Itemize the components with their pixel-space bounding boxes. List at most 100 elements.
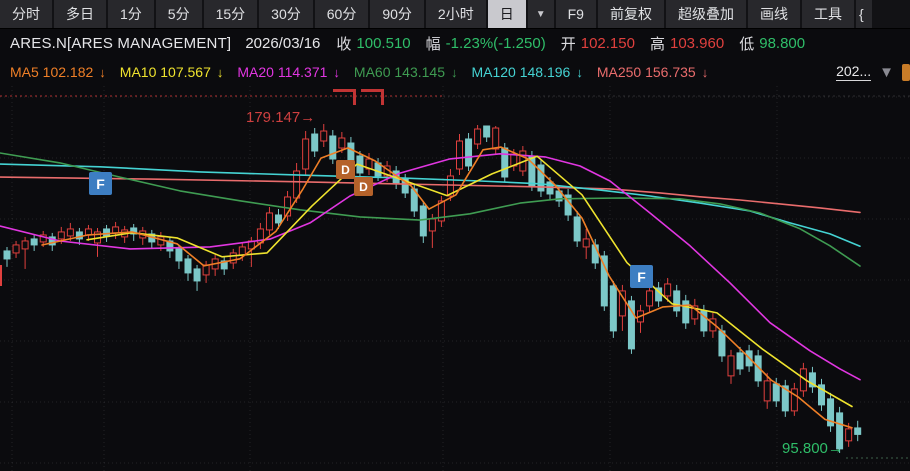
toolbar-item-13[interactable]: 超级叠加: [665, 0, 746, 28]
candle-body: [302, 138, 310, 170]
toolbar-item-6[interactable]: 60分: [314, 0, 369, 28]
candle-body: [818, 384, 825, 406]
candle-body: [428, 218, 436, 232]
candle-body: [483, 125, 491, 138]
quote-field-label: 开: [560, 36, 576, 53]
quote-field-3: 高 103.960: [650, 33, 724, 54]
candle-body: [57, 231, 65, 240]
toolbar-item-8[interactable]: 2小时: [425, 0, 486, 28]
ma-down-arrow-icon: ↓: [450, 64, 458, 80]
candle-body: [311, 133, 319, 152]
quote-field-2: 开 102.150: [561, 33, 635, 54]
candle-body: [3, 250, 11, 260]
ma-label-value: MA120 148.196: [471, 64, 571, 80]
chart-area[interactable]: 179.147→ 95.800→ D D F F: [0, 86, 910, 471]
ma-down-arrow-icon: ↓: [576, 64, 583, 80]
toolbar-item-7[interactable]: 90分: [370, 0, 424, 28]
event-badge-f-0[interactable]: F: [89, 172, 112, 195]
quote-field-label: 幅: [425, 36, 441, 53]
red-corner-mark-icon-1: [361, 89, 384, 105]
symbol-name: ARES.N[ARES MANAGEMENT]: [10, 35, 232, 52]
dividend-badge-1[interactable]: D: [354, 177, 373, 196]
candle-body: [754, 355, 762, 382]
toolbar-item-11[interactable]: F9: [555, 0, 596, 28]
candle-body: [836, 412, 844, 450]
candle-body: [30, 238, 38, 246]
quote-field-value: 100.510: [356, 35, 411, 52]
toolbar-item-1[interactable]: 多日: [54, 0, 106, 28]
ma-line-ma5: [41, 146, 853, 429]
candle-body: [845, 428, 853, 442]
toolbar-item-15[interactable]: 工具: [801, 0, 854, 28]
ma-down-arrow-icon: ↓: [99, 64, 106, 80]
candle-body: [419, 205, 427, 237]
toolbar-item-16[interactable]: {: [855, 0, 872, 28]
candle-body: [790, 388, 798, 412]
candle-body: [609, 285, 617, 332]
candle-body: [727, 355, 735, 377]
ma-item-ma120: MA120 148.196 ↓: [471, 64, 582, 80]
ma-down-arrow-icon: ↓: [333, 64, 340, 80]
ma-label-value: MA20 114.371: [237, 64, 328, 80]
candle-body: [39, 234, 47, 243]
ma-line-ma120: [0, 163, 861, 247]
candle-body: [718, 330, 726, 357]
quote-field-value: 102.150: [580, 35, 635, 52]
highest-price-label: 179.147→: [246, 109, 316, 126]
candle-body: [112, 226, 120, 234]
candle-body: [673, 290, 681, 312]
red-corner-mark-icon-0: [333, 89, 356, 105]
quote-field-label: 收: [336, 36, 352, 53]
indicator-dropdown-caret-icon[interactable]: ▼: [879, 63, 894, 81]
ma-line-ma10: [86, 155, 853, 408]
candlestick-chart[interactable]: [0, 86, 910, 471]
ma-down-arrow-icon: ↓: [701, 64, 709, 80]
candle-body: [103, 228, 111, 237]
ma-line-ma20: [0, 153, 861, 381]
candle-body: [600, 255, 608, 307]
candle-body: [265, 212, 273, 231]
toolbar-item-5[interactable]: 30分: [259, 0, 313, 28]
candle-body: [48, 236, 56, 246]
candle-body: [446, 175, 454, 197]
toolbar-item-14[interactable]: 画线: [747, 0, 800, 28]
event-badge-f-1[interactable]: F: [630, 265, 653, 288]
candle-body: [682, 300, 690, 324]
ma-line-ma250: [0, 176, 861, 214]
toolbar-item-9[interactable]: 日: [487, 0, 526, 28]
candle-body: [275, 214, 282, 224]
toolbar-item-3[interactable]: 5分: [155, 0, 202, 28]
ma-line-ma60: [0, 152, 861, 267]
toolbar-item-0[interactable]: 分时: [0, 0, 52, 28]
dividend-badge-0[interactable]: D: [336, 160, 355, 179]
ma-label-value: MA5 102.182: [10, 64, 94, 80]
ma-item-ma20: MA20 114.371 ↓: [237, 64, 340, 80]
candle-body: [465, 138, 473, 167]
candle-body: [492, 127, 500, 150]
quote-field-1: 幅 -1.23%(-1.250): [426, 33, 546, 54]
ma-label-value: MA10 107.567: [119, 64, 211, 80]
candle-body: [320, 130, 328, 142]
ma-indicator-bar: MA5 102.182 ↓ MA10 107.567 ↓ MA20 114.371 ↓ MA…: [0, 58, 910, 86]
period-toolbar: 分时 多日 1分 5分 15分 30分 60分 90分 2小时日 ▼ F9 前复权 超级叠加 画线 工具{: [0, 0, 910, 28]
candle-body: [763, 380, 771, 402]
candle-body: [220, 260, 228, 270]
toolbar-item-4[interactable]: 15分: [203, 0, 258, 28]
candle-body: [646, 290, 654, 307]
date-truncated-label[interactable]: 202...: [836, 63, 872, 81]
candle-body: [664, 283, 672, 297]
lowest-price-label: 95.800→: [782, 440, 843, 457]
candle-body: [21, 240, 29, 250]
toolbar-item-12[interactable]: 前复权: [597, 0, 664, 28]
quote-date: 2026/03/16: [245, 35, 321, 52]
candle-body: [193, 268, 201, 282]
candle-body: [130, 227, 138, 235]
quote-field-4: 低 98.800: [739, 33, 805, 54]
ma-label-value: MA250 156.735: [596, 64, 696, 80]
candle-body: [456, 140, 463, 170]
candle-body: [854, 427, 862, 435]
ma-item-ma5: MA5 102.182 ↓: [10, 64, 106, 80]
candle-body: [284, 196, 292, 217]
period-dropdown-caret[interactable]: ▼: [527, 0, 554, 28]
toolbar-item-2[interactable]: 1分: [108, 0, 154, 28]
